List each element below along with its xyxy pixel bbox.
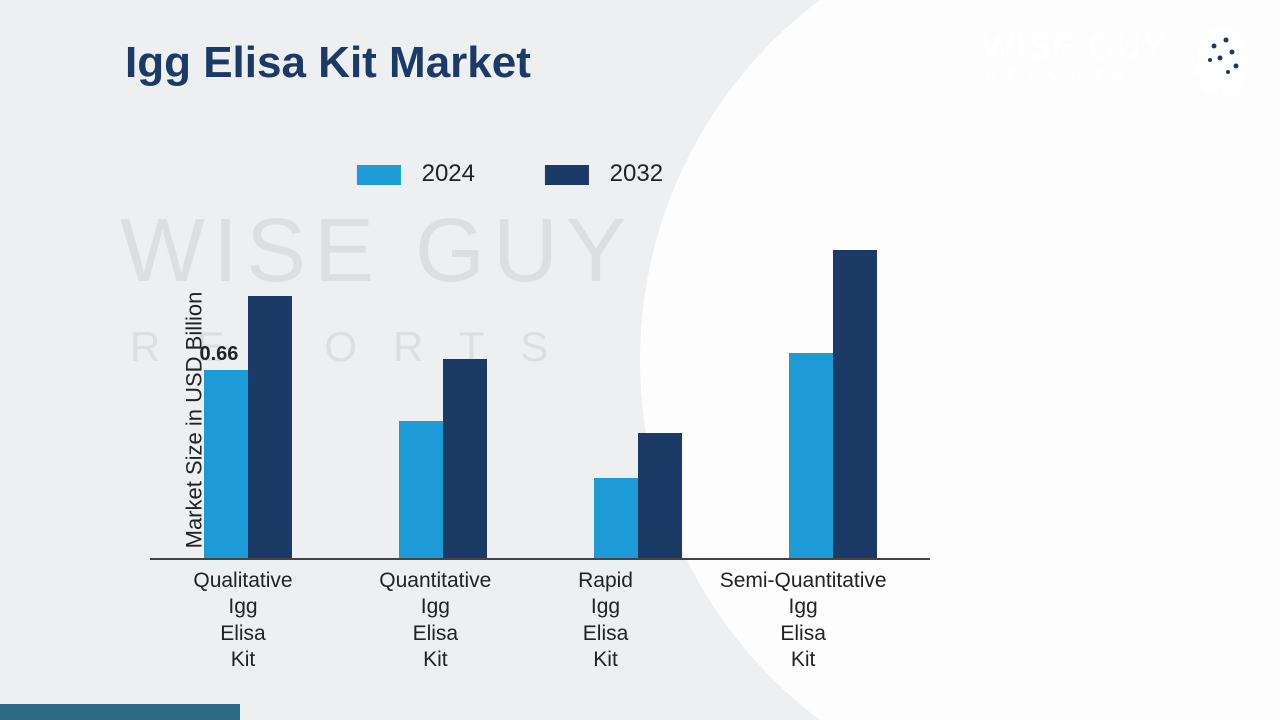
stage: Igg Elisa Kit Market WISE GUY REPORTS WI…: [0, 0, 1280, 720]
x-axis-label: Semi-Quantitative Igg Elisa Kit: [720, 568, 887, 680]
teal-stripe: [0, 704, 240, 720]
bar-value-label: 0.66: [200, 343, 239, 366]
bar-group: [594, 433, 682, 558]
bar-group: [399, 359, 487, 559]
brand-logo: WISE GUY REPORTS: [982, 30, 1252, 84]
bar-2032: [248, 296, 292, 558]
bar-2024: [204, 370, 248, 558]
bar-groups: 0.66: [150, 218, 930, 558]
x-axis-labels: Qualitative Igg Elisa Kit Quantitative Ig…: [150, 568, 930, 680]
page-title: Igg Elisa Kit Market: [125, 38, 531, 88]
bar-group: 0.66: [204, 296, 292, 558]
bar-2024: [594, 478, 638, 558]
x-axis-label: Qualitative Igg Elisa Kit: [193, 568, 292, 680]
bar-2032: [638, 433, 682, 558]
bar-2024: [789, 353, 833, 558]
bar-chart: Market Size in USD Billion 2024 2032 0.6…: [90, 160, 930, 680]
bar-2024: [399, 421, 443, 558]
plot-area: 0.66: [150, 170, 930, 560]
x-axis-label: Quantitative Igg Elisa Kit: [379, 568, 491, 680]
bar-2032: [443, 359, 487, 559]
bar-group: [789, 250, 877, 558]
bar-2032: [833, 250, 877, 558]
brand-head-icon: [1192, 26, 1252, 96]
x-axis-label: Rapid Igg Elisa Kit: [578, 568, 633, 680]
